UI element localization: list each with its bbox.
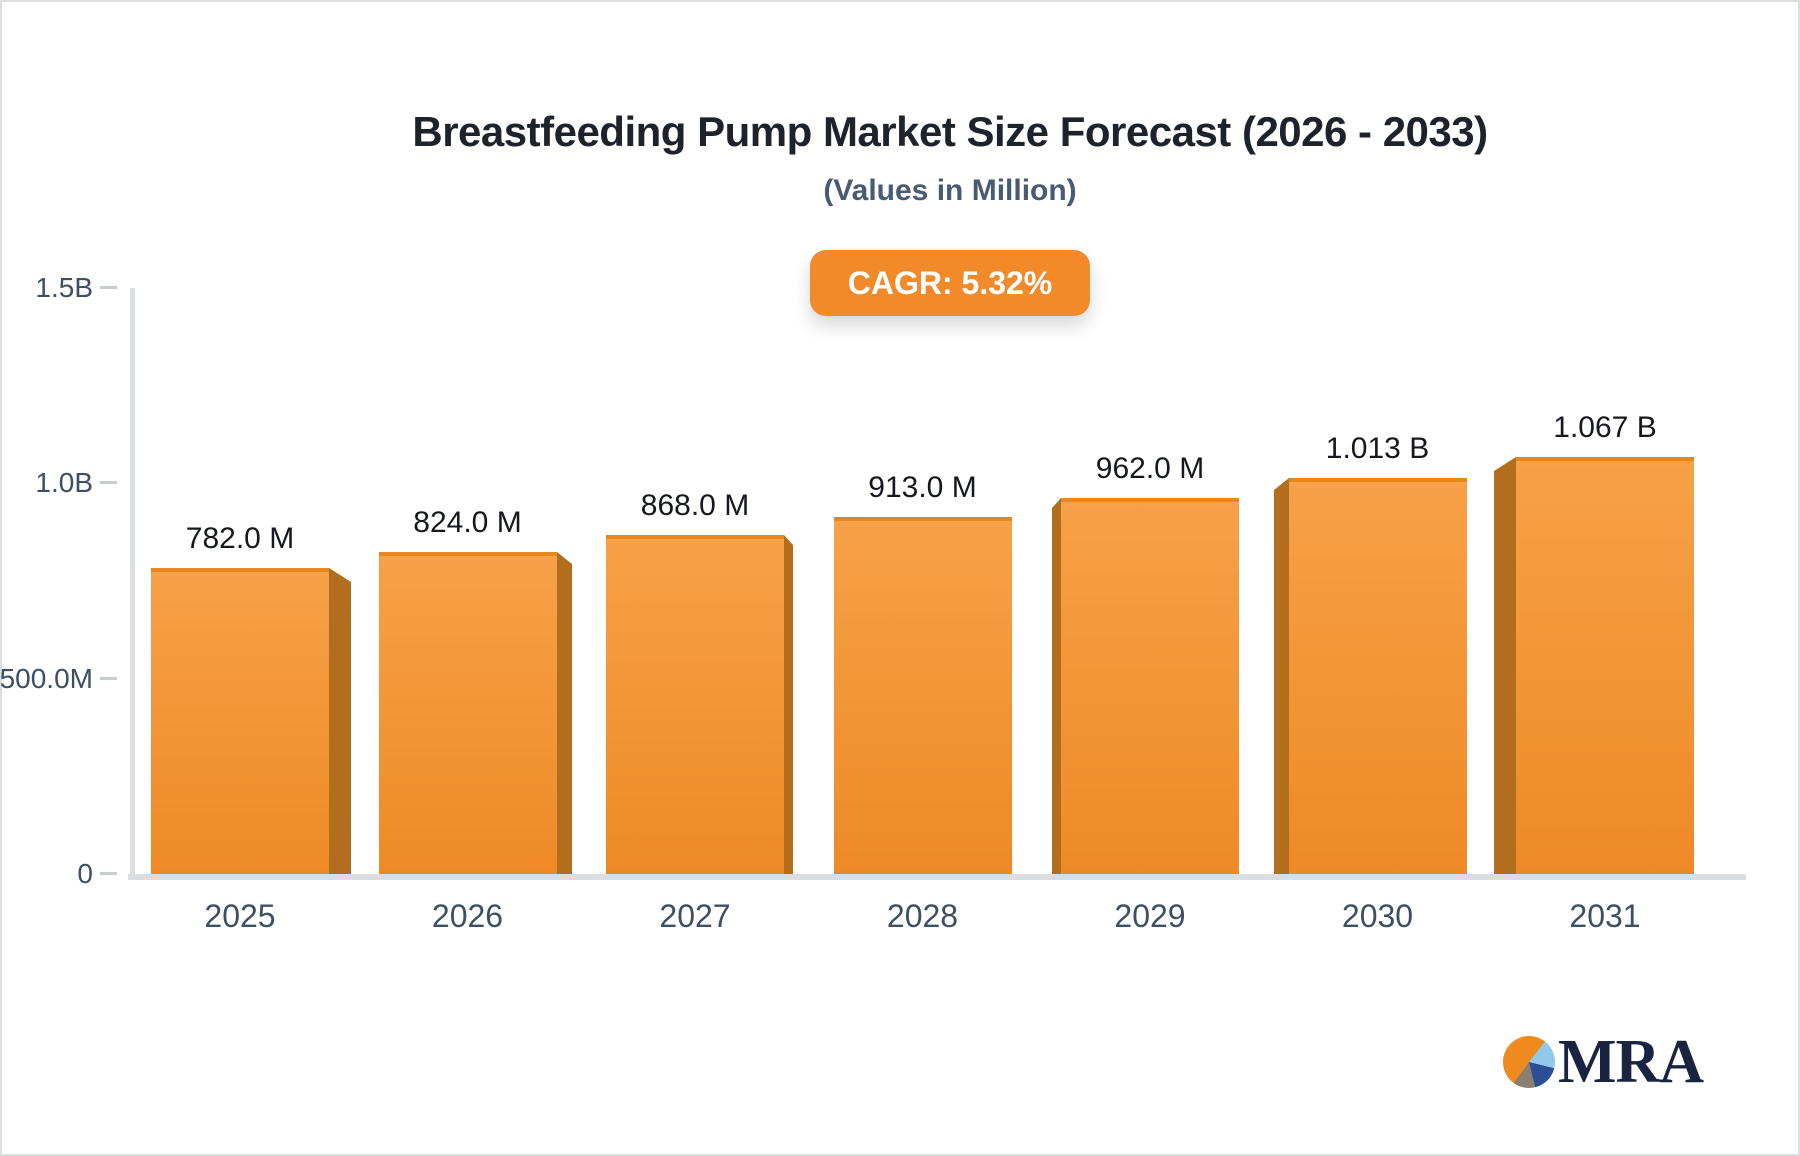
bar <box>1289 478 1467 874</box>
bar <box>1061 498 1239 874</box>
brand-logo: MRA <box>1503 1028 1704 1096</box>
y-tick-label: 1.5B <box>35 272 93 303</box>
chart-header: Breastfeeding Pump Market Size Forecast … <box>100 0 1800 316</box>
bar-value-label: 824.0 M <box>413 506 522 539</box>
y-tick-mark <box>100 286 117 289</box>
bar <box>1516 457 1694 874</box>
y-tick-label: 1.0B <box>35 467 93 499</box>
bar <box>379 552 557 874</box>
chart-title: Breastfeeding Pump Market Size Forecast … <box>412 108 1488 155</box>
bar-side-face <box>1494 457 1516 874</box>
y-tick-mark <box>100 481 117 485</box>
bar-side-face <box>329 568 351 874</box>
bar-side-face <box>557 552 572 874</box>
y-tick-mark <box>100 676 117 680</box>
x-tick-label: 2030 <box>1341 898 1414 934</box>
bar-value-label: 913.0 M <box>868 471 977 504</box>
bar-side-face <box>1052 498 1061 874</box>
bar <box>151 568 329 874</box>
bar-value-label: 962.0 M <box>1095 452 1205 485</box>
x-tick-label: 2031 <box>1569 898 1641 934</box>
y-tick-label: 500.0M <box>0 662 93 694</box>
chart-subtitle: (Values in Million) <box>823 174 1077 207</box>
x-tick-label: 2026 <box>431 898 504 934</box>
bar-side-face <box>784 535 793 874</box>
bar-side-face <box>1274 478 1289 874</box>
bar <box>834 517 1012 874</box>
y-axis-line <box>130 288 135 880</box>
y-tick-label: 0 <box>77 858 93 889</box>
x-axis-line <box>128 874 1746 880</box>
bar-value-label: 1.013 B <box>1325 432 1430 465</box>
pie-logo-icon <box>1503 1036 1555 1088</box>
bar-value-label: 1.067 B <box>1553 411 1657 444</box>
cagr-badge: CAGR: 5.32% <box>809 250 1091 316</box>
bar-value-label: 868.0 M <box>640 489 750 522</box>
x-tick-label: 2025 <box>204 898 276 934</box>
x-tick-label: 2028 <box>886 898 959 934</box>
x-tick-label: 2029 <box>1114 898 1186 934</box>
y-tick-mark <box>100 872 117 875</box>
bar-value-label: 782.0 M <box>185 522 295 555</box>
x-tick-label: 2027 <box>659 898 731 934</box>
bar <box>606 535 784 874</box>
brand-logo-text: MRA <box>1558 1028 1704 1096</box>
